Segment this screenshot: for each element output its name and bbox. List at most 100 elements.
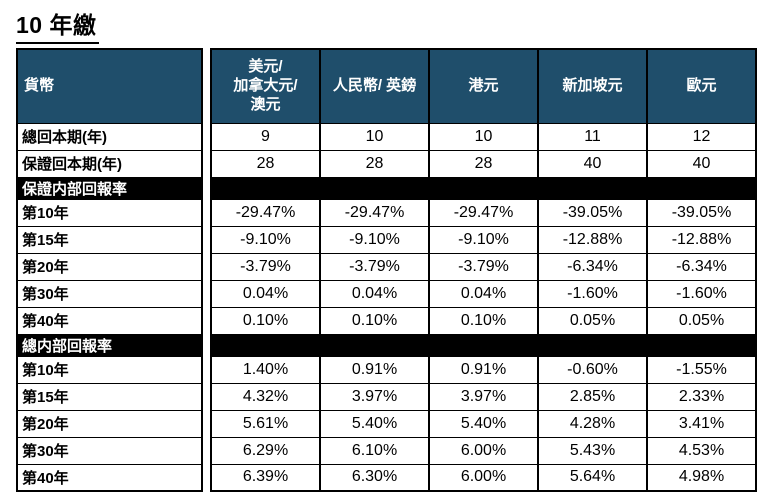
data-columns-table: 美元/ 加拿大元/ 澳元 人民幣/ 英鎊 港元 新加坡元 歐元 9 10 10 11 12 28 28… <box>210 48 757 492</box>
value-cell: 0.10% <box>210 306 321 335</box>
value-cell: -6.34% <box>646 252 757 281</box>
value-cell: 0.10% <box>428 306 539 335</box>
value-cell: 2.33% <box>646 382 757 411</box>
value-cell: -3.79% <box>319 252 430 281</box>
table-row: 第10年 <box>16 198 203 227</box>
table-row: 4.32% 3.97% 3.97% 2.85% 2.33% <box>210 382 757 411</box>
value-cell: 0.04% <box>428 279 539 308</box>
value-cell: 0.91% <box>319 355 430 384</box>
table-row: 第10年 <box>16 355 203 384</box>
value-cell: -29.47% <box>210 198 321 227</box>
column-header-cell: 港元 <box>428 48 539 124</box>
value-cell: 3.41% <box>646 409 757 438</box>
value-cell: 40 <box>537 149 648 178</box>
value-cell: 4.53% <box>646 436 757 465</box>
value-cell: 10 <box>428 122 539 151</box>
row-label-cell: 第10年 <box>16 198 203 227</box>
value-cell: -0.60% <box>537 355 648 384</box>
row-label-cell: 第20年 <box>16 409 203 438</box>
table-row: 0.04% 0.04% 0.04% -1.60% -1.60% <box>210 279 757 308</box>
value-cell: 28 <box>428 149 539 178</box>
value-cell: 3.97% <box>319 382 430 411</box>
table-row: 5.61% 5.40% 5.40% 4.28% 3.41% <box>210 409 757 438</box>
row-label-cell: 第15年 <box>16 225 203 254</box>
value-cell: 5.61% <box>210 409 321 438</box>
value-cell: -39.05% <box>646 198 757 227</box>
column-header-cell: 新加坡元 <box>537 48 648 124</box>
row-label-cell: 第40年 <box>16 306 203 335</box>
value-cell: 3.97% <box>428 382 539 411</box>
value-cell: -39.05% <box>537 198 648 227</box>
value-cell: 0.04% <box>319 279 430 308</box>
section-label-cell: 保證内部回報率 <box>16 176 203 200</box>
value-cell: 1.40% <box>210 355 321 384</box>
header-row: 美元/ 加拿大元/ 澳元 人民幣/ 英鎊 港元 新加坡元 歐元 <box>210 48 757 124</box>
value-cell: 5.64% <box>537 463 648 492</box>
value-cell: 6.29% <box>210 436 321 465</box>
value-cell: 12 <box>646 122 757 151</box>
table-row: 6.39% 6.30% 6.00% 5.64% 4.98% <box>210 463 757 492</box>
value-cell: 0.05% <box>537 306 648 335</box>
column-header-cell: 歐元 <box>646 48 757 124</box>
table-row <box>210 333 757 357</box>
table-row: 第20年 <box>16 252 203 281</box>
row-label-cell: 保證回本期(年) <box>16 149 203 178</box>
value-cell: 9 <box>210 122 321 151</box>
value-cell: -3.79% <box>428 252 539 281</box>
value-cell: 28 <box>319 149 430 178</box>
value-cell: 6.00% <box>428 463 539 492</box>
value-cell: 4.98% <box>646 463 757 492</box>
value-cell: 5.43% <box>537 436 648 465</box>
row-label-cell: 第30年 <box>16 436 203 465</box>
row-label-cell: 第10年 <box>16 355 203 384</box>
table-row: 1.40% 0.91% 0.91% -0.60% -1.55% <box>210 355 757 384</box>
value-cell: -29.47% <box>319 198 430 227</box>
table-row: 第40年 <box>16 463 203 492</box>
value-cell: 5.40% <box>319 409 430 438</box>
table-row <box>210 176 757 200</box>
value-cell: -1.55% <box>646 355 757 384</box>
value-cell: -9.10% <box>428 225 539 254</box>
table-row: 第15年 <box>16 225 203 254</box>
table-row: 第20年 <box>16 409 203 438</box>
table-row: -3.79% -3.79% -3.79% -6.34% -6.34% <box>210 252 757 281</box>
table-row: 保證内部回報率 <box>16 176 203 200</box>
table-row: 28 28 28 40 40 <box>210 149 757 178</box>
page-title: 10 年繳 <box>16 6 100 44</box>
value-cell: 0.91% <box>428 355 539 384</box>
table-row: 第15年 <box>16 382 203 411</box>
value-cell: 0.05% <box>646 306 757 335</box>
table-row: -29.47% -29.47% -29.47% -39.05% -39.05% <box>210 198 757 227</box>
value-cell: 6.39% <box>210 463 321 492</box>
currency-header-cell: 貨幣 <box>16 48 203 124</box>
header-row: 貨幣 <box>16 48 203 124</box>
table-row: 6.29% 6.10% 6.00% 5.43% 4.53% <box>210 436 757 465</box>
value-cell: 10 <box>319 122 430 151</box>
value-cell: -12.88% <box>537 225 648 254</box>
value-cell: 0.04% <box>210 279 321 308</box>
column-header-cell: 人民幣/ 英鎊 <box>319 48 430 124</box>
section-bar <box>210 333 757 357</box>
value-cell: -12.88% <box>646 225 757 254</box>
table-row: 0.10% 0.10% 0.10% 0.05% 0.05% <box>210 306 757 335</box>
value-cell: 6.30% <box>319 463 430 492</box>
table-row: -9.10% -9.10% -9.10% -12.88% -12.88% <box>210 225 757 254</box>
value-cell: -3.79% <box>210 252 321 281</box>
table-row: 第40年 <box>16 306 203 335</box>
row-label-cell: 第40年 <box>16 463 203 492</box>
value-cell: -1.60% <box>537 279 648 308</box>
value-cell: 28 <box>210 149 321 178</box>
value-cell: 6.10% <box>319 436 430 465</box>
row-label-cell: 總回本期(年) <box>16 122 203 151</box>
value-cell: -1.60% <box>646 279 757 308</box>
value-cell: 5.40% <box>428 409 539 438</box>
value-cell: 40 <box>646 149 757 178</box>
value-cell: 2.85% <box>537 382 648 411</box>
table-row: 總回本期(年) <box>16 122 203 151</box>
value-cell: 4.28% <box>537 409 648 438</box>
value-cell: -9.10% <box>210 225 321 254</box>
value-cell: -6.34% <box>537 252 648 281</box>
value-cell: -29.47% <box>428 198 539 227</box>
section-bar <box>210 176 757 200</box>
